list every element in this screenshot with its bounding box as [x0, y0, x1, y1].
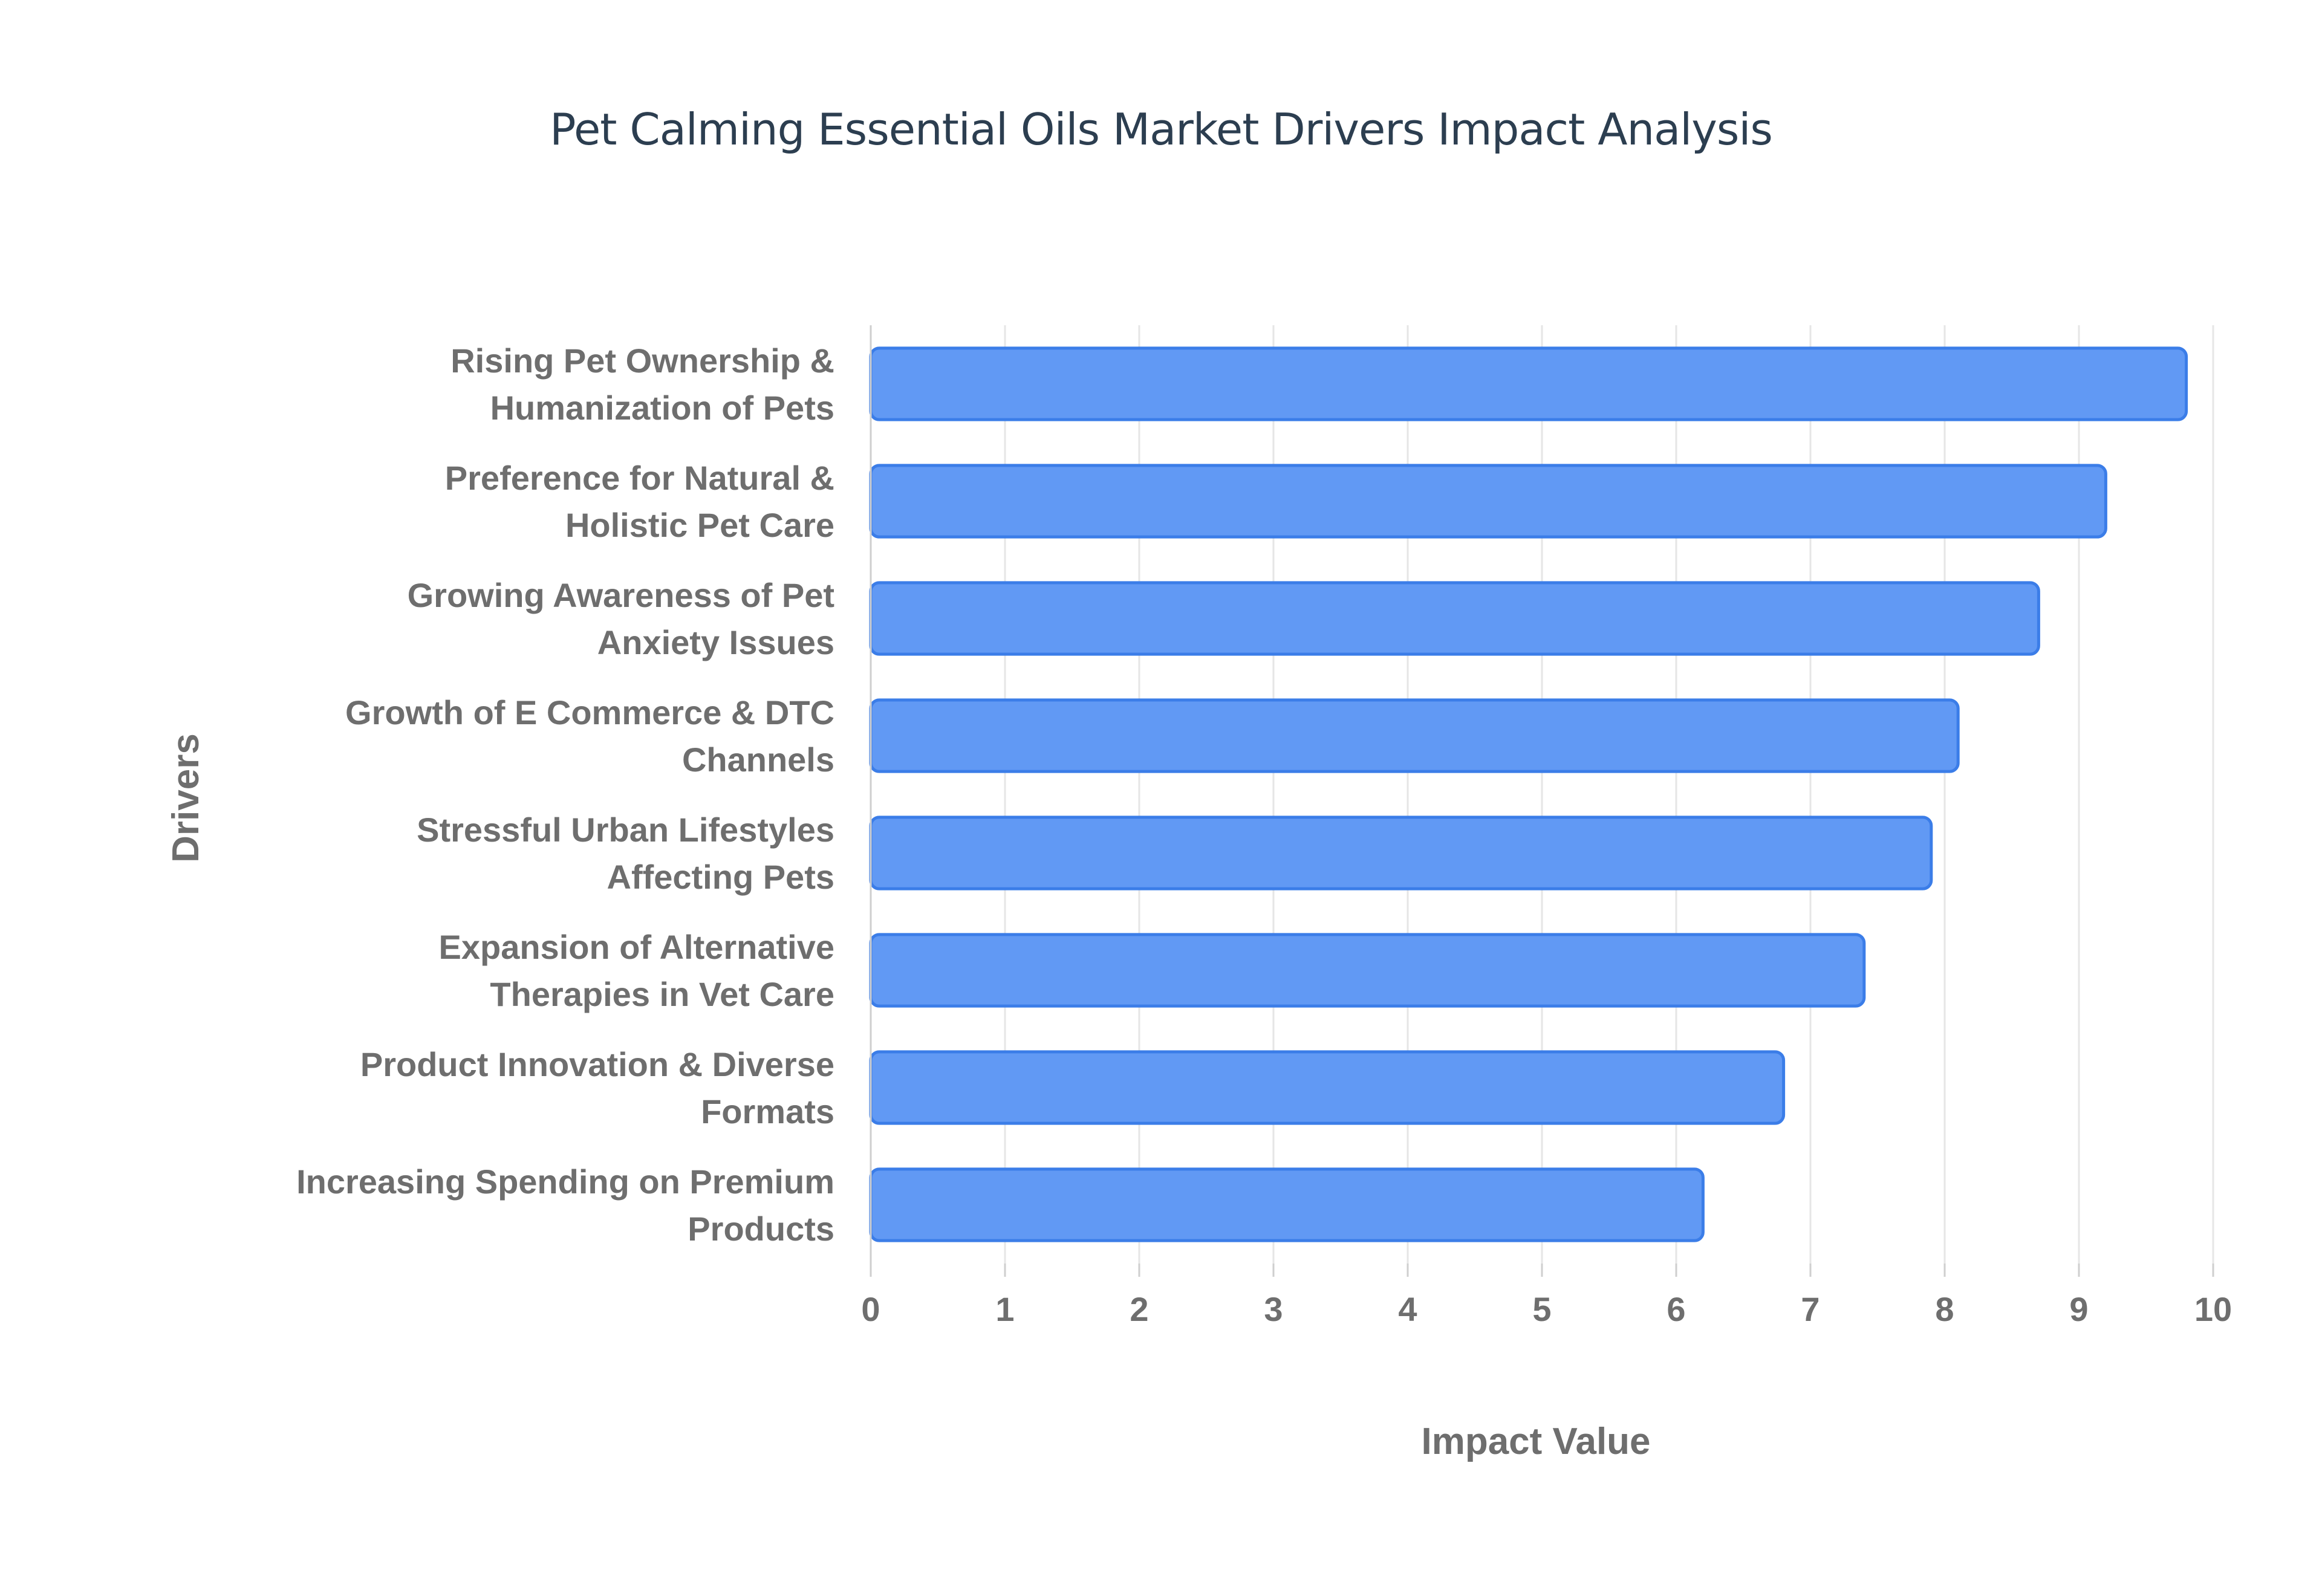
bar[interactable] [869, 698, 1960, 773]
y-tick-label-line: Products [688, 1210, 834, 1248]
x-tick-label: 9 [2069, 1290, 2088, 1328]
x-tick-label: 1 [995, 1290, 1014, 1328]
y-tick-label-line: Holistic Pet Care [565, 506, 834, 544]
y-tick-label: Rising Pet Ownership & Humanization of Pe… [450, 342, 834, 427]
chart-title: Pet Calming Essential Oils Market Driver… [550, 104, 1773, 155]
bar[interactable] [869, 464, 2107, 539]
bar[interactable] [869, 346, 2188, 421]
x-tick-label: 0 [861, 1290, 880, 1328]
x-tick-label: 10 [2194, 1290, 2232, 1328]
y-tick-label: Growing Awareness of Pet Anxiety Issues [408, 576, 834, 661]
y-tick-label-line: Anxiety Issues [597, 623, 834, 661]
y-tick-label: Growth of E Commerce & DTC Channels [345, 693, 834, 779]
y-tick-label: Product Innovation & Diverse Formats [360, 1045, 834, 1130]
y-tick-label-line: Product Innovation & Diverse [360, 1045, 834, 1083]
y-tick-label-line: Therapies in Vet Care [490, 975, 834, 1013]
y-tick-label-line: Affecting Pets [607, 858, 835, 896]
bar[interactable] [869, 1050, 1786, 1125]
bar[interactable] [869, 581, 2040, 656]
y-axis-title: Drivers [165, 733, 207, 863]
x-tick-label: 3 [1264, 1290, 1283, 1328]
y-tick-label-line: Preference for Natural & [445, 459, 834, 497]
y-tick-label-line: Expansion of Alternative [439, 928, 835, 966]
y-tick-label-line: Growth of E Commerce & DTC [345, 693, 834, 731]
x-axis-title: Impact Value [1421, 1421, 1650, 1462]
y-tick-label-line: Increasing Spending on Premium [296, 1163, 834, 1201]
y-tick-label: Increasing Spending on Premium Products [296, 1163, 834, 1248]
y-tick-label-line: Channels [682, 741, 834, 779]
y-tick-label: Preference for Natural & Holistic Pet Car… [445, 459, 834, 544]
x-tick-label: 5 [1532, 1290, 1551, 1328]
y-tick-label-line: Rising Pet Ownership & [450, 342, 834, 380]
x-tick-label: 7 [1801, 1290, 1820, 1328]
y-tick-label-line: Humanization of Pets [490, 389, 834, 427]
y-tick-label-line: Stressful Urban Lifestyles [417, 811, 834, 849]
x-tick-label: 2 [1130, 1290, 1148, 1328]
bar[interactable] [869, 933, 1866, 1008]
y-tick-label-line: Growing Awareness of Pet [408, 576, 834, 614]
bar[interactable] [869, 816, 1933, 890]
x-tick-label: 4 [1398, 1290, 1417, 1328]
y-tick-label: Stressful Urban Lifestyles Affecting Pets [417, 811, 834, 896]
y-tick-label: Expansion of Alternative Therapies in Vet… [439, 928, 835, 1013]
x-tick-label: 6 [1667, 1290, 1685, 1328]
bar[interactable] [869, 1167, 1705, 1242]
y-tick-label-line: Formats [701, 1092, 834, 1130]
x-tick-label: 8 [1935, 1290, 1954, 1328]
